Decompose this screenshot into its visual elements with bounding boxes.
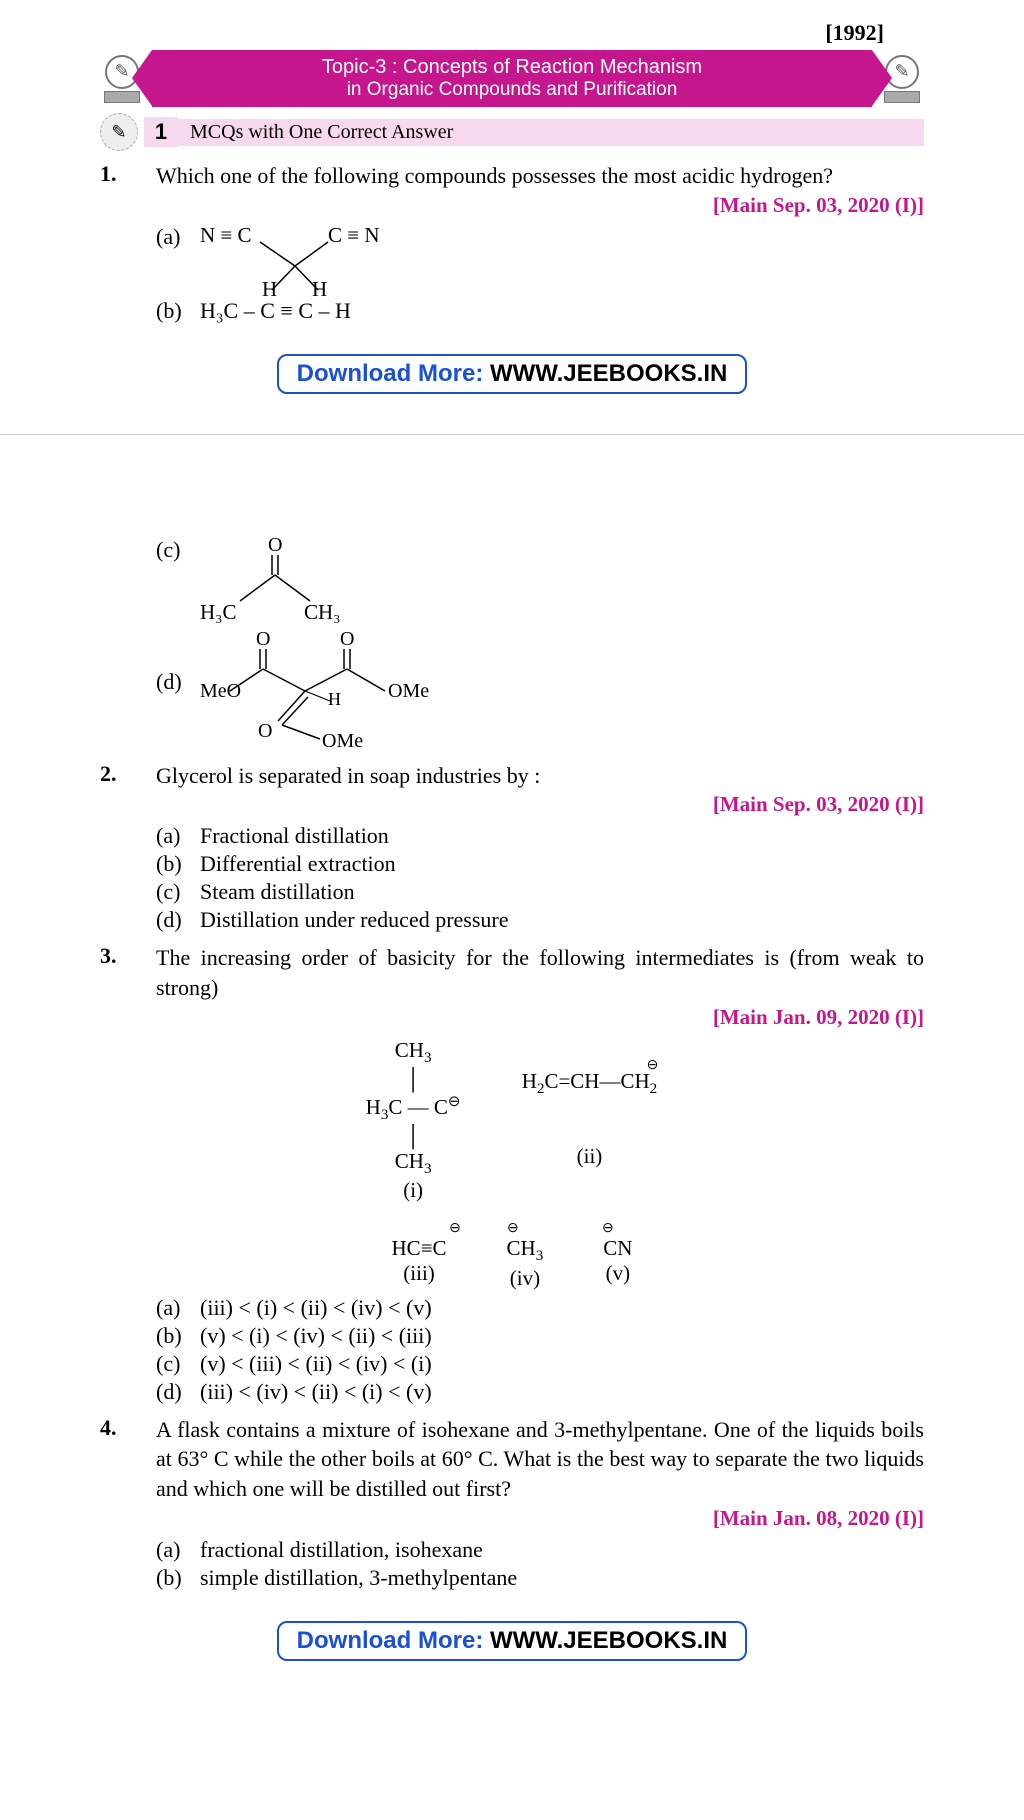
download-site: WWW.JEEBOOKS.IN bbox=[490, 360, 727, 387]
section-title: MCQs with One Correct Answer bbox=[178, 119, 924, 146]
q3-i-label: (i) bbox=[366, 1178, 461, 1203]
download-banner-1: Download More: WWW.JEEBOOKS.IN bbox=[277, 354, 748, 394]
q3-intermed-iv: ⊖ CH3 (iv) bbox=[507, 1211, 544, 1290]
q2-opt-d: (d)Distillation under reduced pressure bbox=[156, 907, 924, 933]
question-3: 3. The increasing order of basicity for … bbox=[100, 943, 924, 1404]
q3-ii-label: (ii) bbox=[521, 1144, 659, 1169]
q2-opt-b: (b)Differential extraction bbox=[156, 851, 924, 877]
q3-b-label: (b) bbox=[156, 1323, 200, 1349]
q3-c-label: (c) bbox=[156, 1351, 200, 1377]
q2-a-text: Fractional distillation bbox=[200, 823, 924, 849]
q2-text: Glycerol is separated in soap industries… bbox=[156, 761, 924, 791]
svg-text:O: O bbox=[256, 629, 270, 650]
q4-a-text: fractional distillation, isohexane bbox=[200, 1537, 924, 1563]
question-2: 2. Glycerol is separated in soap industr… bbox=[100, 761, 924, 934]
q3-intermed-iii: ⊖ HC≡C (iii) bbox=[392, 1211, 447, 1290]
q2-c-text: Steam distillation bbox=[200, 879, 924, 905]
section-header: ✎ 1 MCQs with One Correct Answer bbox=[100, 113, 924, 151]
q3-d-label: (d) bbox=[156, 1379, 200, 1405]
q1-a-structure-svg: N ≡ C C ≡ N H H bbox=[200, 224, 390, 296]
section-number: 1 bbox=[144, 117, 178, 147]
q2-tag: [Main Sep. 03, 2020 (I)] bbox=[100, 792, 924, 817]
download-prefix: Download More: bbox=[297, 360, 490, 387]
q3-a-text: (iii) < (i) < (ii) < (iv) < (v) bbox=[200, 1295, 924, 1321]
svg-text:O: O bbox=[268, 537, 282, 556]
q2-a-label: (a) bbox=[156, 823, 200, 849]
q1-a-label: (a) bbox=[156, 224, 200, 250]
q1-text: Which one of the following compounds pos… bbox=[156, 161, 924, 191]
q3-iv-label: (iv) bbox=[507, 1266, 544, 1291]
q3-intermed-ii: ⊖ H2C=CH—CH2 (ii) bbox=[521, 1038, 659, 1204]
q4-number: 4. bbox=[100, 1415, 156, 1504]
svg-text:MeO: MeO bbox=[200, 680, 241, 702]
section-icon: ✎ bbox=[100, 113, 138, 151]
q2-b-label: (b) bbox=[156, 851, 200, 877]
topic-line-1: Topic-3 : Concepts of Reaction Mechanism bbox=[192, 56, 832, 79]
svg-text:H: H bbox=[312, 277, 327, 296]
q1-tag: [Main Sep. 03, 2020 (I)] bbox=[100, 193, 924, 218]
q3-opt-b: (b)(v) < (i) < (iv) < (ii) < (iii) bbox=[156, 1323, 924, 1349]
q4-opt-a: (a)fractional distillation, isohexane bbox=[156, 1537, 924, 1563]
q2-d-label: (d) bbox=[156, 907, 200, 933]
question-4: 4. A flask contains a mixture of isohexa… bbox=[100, 1415, 924, 1591]
q4-a-label: (a) bbox=[156, 1537, 200, 1563]
download-site-2: WWW.JEEBOOKS.IN bbox=[490, 1627, 727, 1654]
svg-text:C ≡ N: C ≡ N bbox=[328, 224, 380, 247]
q1-number: 1. bbox=[100, 161, 156, 191]
download-prefix-2: Download More: bbox=[297, 1627, 490, 1654]
download-banner-2: Download More: WWW.JEEBOOKS.IN bbox=[277, 1621, 748, 1661]
q4-b-text: simple distillation, 3-methylpentane bbox=[200, 1565, 924, 1591]
svg-text:OMe: OMe bbox=[388, 680, 429, 702]
svg-text:CH₃: CH₃ bbox=[304, 600, 341, 624]
q3-text: The increasing order of basicity for the… bbox=[156, 943, 924, 1002]
banner-title: Topic-3 : Concepts of Reaction Mechanism… bbox=[152, 50, 872, 107]
q4-text: A flask contains a mixture of isohexane … bbox=[156, 1415, 924, 1504]
q1-c-structure-svg: O H₃C CH₃ bbox=[200, 537, 360, 627]
q1-d-structure-svg: O O MeO OMe H O OMe bbox=[200, 629, 460, 759]
q3-tag: [Main Jan. 09, 2020 (I)] bbox=[100, 1005, 924, 1030]
svg-text:O: O bbox=[258, 720, 272, 742]
q3-c-text: (v) < (iii) < (ii) < (iv) < (i) bbox=[200, 1351, 924, 1377]
q3-v-label: (v) bbox=[603, 1261, 632, 1286]
q4-opt-b: (b)simple distillation, 3-methylpentane bbox=[156, 1565, 924, 1591]
q3-b-text: (v) < (i) < (iv) < (ii) < (iii) bbox=[200, 1323, 924, 1349]
q1-c-label: (c) bbox=[156, 537, 200, 563]
q3-iii-label: (iii) bbox=[392, 1261, 447, 1286]
topic-banner: ✎ Topic-3 : Concepts of Reaction Mechani… bbox=[100, 50, 924, 107]
q3-intermed-i: CH3 │ H3C — C⊖ │ CH3 (i) bbox=[366, 1038, 461, 1204]
svg-text:H: H bbox=[328, 689, 341, 709]
q2-opt-a: (a)Fractional distillation bbox=[156, 823, 924, 849]
q4-b-label: (b) bbox=[156, 1565, 200, 1591]
q2-d-text: Distillation under reduced pressure bbox=[200, 907, 924, 933]
q2-opt-c: (c)Steam distillation bbox=[156, 879, 924, 905]
topic-line-2: in Organic Compounds and Purification bbox=[192, 79, 832, 101]
svg-text:N ≡ C: N ≡ C bbox=[200, 224, 252, 247]
q3-number: 3. bbox=[100, 943, 156, 1002]
q1-opt-d: (d) O O MeO OMe H O OMe bbox=[156, 629, 924, 759]
svg-text:H: H bbox=[262, 277, 277, 296]
q3-intermediates: CH3 │ H3C — C⊖ │ CH3 (i) ⊖ H2C=CH—CH2 (i… bbox=[100, 1038, 924, 1291]
svg-text:O: O bbox=[340, 629, 354, 650]
q1-opt-b: (b) H₃C – C ≡ C – H bbox=[156, 298, 924, 324]
q3-d-text: (iii) < (iv) < (ii) < (i) < (v) bbox=[200, 1379, 924, 1405]
q3-intermed-v: ⊖ CN (v) bbox=[603, 1211, 632, 1290]
q3-a-label: (a) bbox=[156, 1295, 200, 1321]
q3-opt-c: (c)(v) < (iii) < (ii) < (iv) < (i) bbox=[156, 1351, 924, 1377]
year-tag: [1992] bbox=[100, 20, 884, 46]
q2-b-text: Differential extraction bbox=[200, 851, 924, 877]
svg-text:H₃C: H₃C bbox=[200, 600, 237, 624]
q1-d-label: (d) bbox=[156, 629, 200, 695]
q3-opt-d: (d)(iii) < (iv) < (ii) < (i) < (v) bbox=[156, 1379, 924, 1405]
question-1: 1. Which one of the following compounds … bbox=[100, 161, 924, 324]
q1-b-text: H₃C – C ≡ C – H bbox=[200, 298, 924, 324]
q2-c-label: (c) bbox=[156, 879, 200, 905]
q2-number: 2. bbox=[100, 761, 156, 791]
q1-b-label: (b) bbox=[156, 298, 200, 324]
q4-tag: [Main Jan. 08, 2020 (I)] bbox=[100, 1506, 924, 1531]
q3-opt-a: (a)(iii) < (i) < (ii) < (iv) < (v) bbox=[156, 1295, 924, 1321]
q1-opt-c: (c) O H₃C CH₃ bbox=[156, 537, 924, 627]
svg-text:OMe: OMe bbox=[322, 730, 363, 752]
page-divider bbox=[0, 434, 1024, 435]
q1-opt-a: (a) N ≡ C C ≡ N H H bbox=[156, 224, 924, 296]
